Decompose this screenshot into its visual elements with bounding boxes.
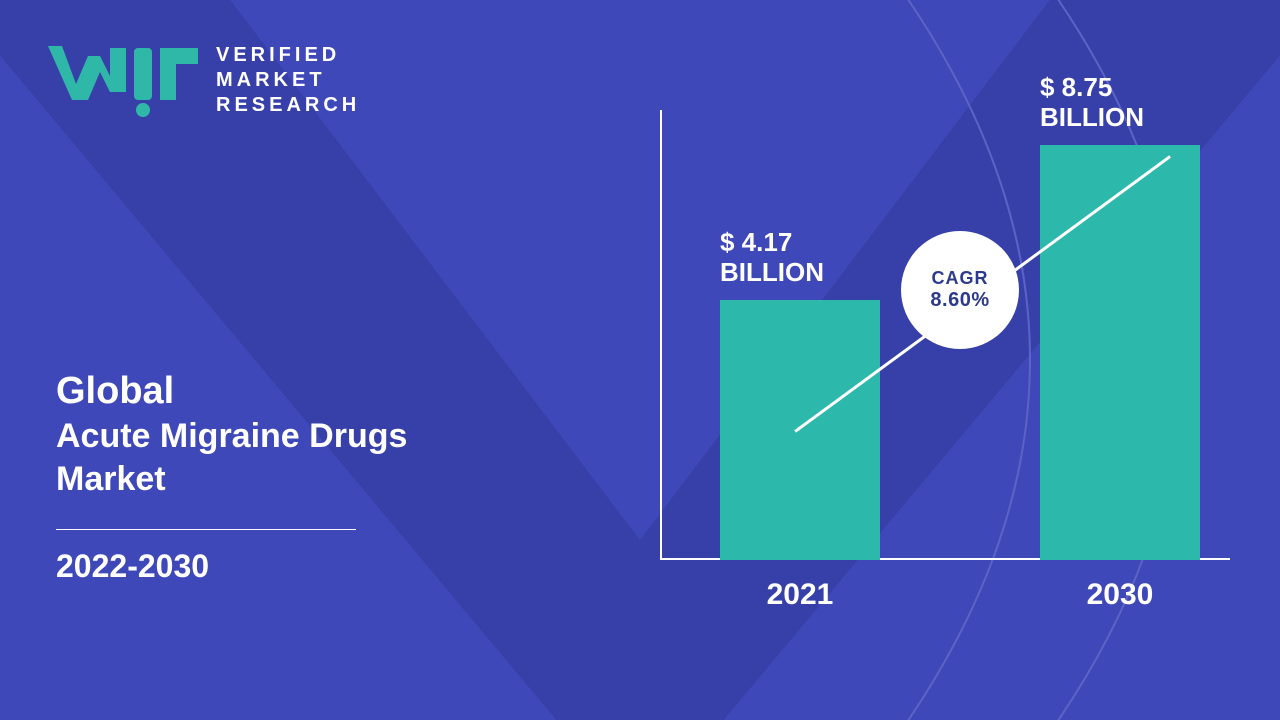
brand-logo: VERIFIED MARKET RESEARCH [48, 40, 360, 120]
logo-line3: RESEARCH [216, 93, 360, 118]
title-prefix: Global [56, 370, 407, 413]
market-bar-chart: $ 4.17BILLION2021$ 8.75BILLION2030 CAGR … [660, 110, 1240, 580]
cagr-label: CAGR [932, 268, 989, 289]
bar-2021 [720, 300, 880, 560]
cagr-badge: CAGR 8.60% [901, 231, 1019, 349]
y-axis [660, 110, 662, 560]
title-divider [56, 529, 356, 530]
infographic-canvas: VERIFIED MARKET RESEARCH Global Acute Mi… [0, 0, 1280, 720]
bar-2030 [1040, 145, 1200, 560]
bar-label-2030: $ 8.75BILLION [1040, 73, 1144, 133]
cagr-value: 8.60% [930, 289, 989, 312]
year-label-2021: 2021 [720, 578, 880, 612]
logo-line2: MARKET [216, 68, 360, 93]
vmr-logo-icon [48, 40, 198, 120]
title-years: 2022-2030 [56, 548, 407, 585]
title-line1: Acute Migraine Drugs [56, 417, 407, 456]
title-block: Global Acute Migraine Drugs Market 2022-… [56, 370, 407, 585]
brand-logo-text: VERIFIED MARKET RESEARCH [216, 43, 360, 118]
bar-label-2021: $ 4.17BILLION [720, 228, 824, 288]
logo-line1: VERIFIED [216, 43, 360, 68]
title-line2: Market [56, 460, 407, 499]
year-label-2030: 2030 [1040, 578, 1200, 612]
